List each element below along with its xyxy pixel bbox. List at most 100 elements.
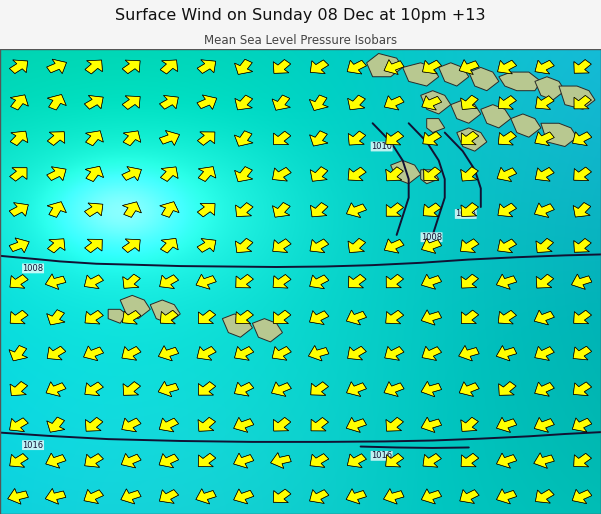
Polygon shape: [541, 123, 577, 146]
Polygon shape: [160, 275, 178, 288]
Polygon shape: [572, 274, 592, 289]
Polygon shape: [8, 488, 28, 504]
Polygon shape: [84, 489, 103, 504]
Polygon shape: [423, 203, 441, 216]
Polygon shape: [159, 96, 178, 109]
Polygon shape: [47, 346, 66, 360]
Polygon shape: [196, 274, 216, 289]
Polygon shape: [122, 167, 141, 181]
Polygon shape: [574, 167, 591, 180]
Polygon shape: [310, 490, 329, 503]
Polygon shape: [574, 238, 591, 252]
Polygon shape: [9, 203, 28, 216]
Polygon shape: [384, 60, 404, 75]
Polygon shape: [459, 382, 479, 396]
Polygon shape: [496, 489, 517, 504]
Polygon shape: [123, 131, 141, 145]
Polygon shape: [534, 417, 554, 432]
Polygon shape: [385, 346, 404, 360]
Polygon shape: [535, 60, 554, 74]
Polygon shape: [121, 453, 141, 468]
Polygon shape: [496, 274, 517, 289]
Polygon shape: [45, 488, 66, 504]
Polygon shape: [386, 167, 403, 181]
Polygon shape: [573, 346, 591, 360]
Polygon shape: [123, 202, 141, 217]
Polygon shape: [273, 274, 291, 288]
Polygon shape: [535, 132, 554, 145]
Polygon shape: [421, 417, 442, 432]
Polygon shape: [273, 417, 291, 431]
Polygon shape: [535, 96, 554, 109]
Polygon shape: [197, 60, 216, 74]
Polygon shape: [346, 203, 367, 217]
Polygon shape: [10, 131, 28, 145]
Polygon shape: [496, 417, 517, 432]
Polygon shape: [386, 132, 404, 145]
Polygon shape: [461, 453, 479, 467]
Polygon shape: [386, 417, 403, 431]
Text: 1016: 1016: [371, 451, 392, 461]
Polygon shape: [572, 489, 592, 504]
Polygon shape: [572, 418, 592, 432]
Polygon shape: [47, 59, 67, 74]
Polygon shape: [272, 203, 290, 217]
Polygon shape: [198, 310, 216, 323]
Polygon shape: [85, 203, 103, 216]
Polygon shape: [481, 105, 511, 128]
Polygon shape: [234, 131, 253, 146]
Polygon shape: [273, 310, 291, 324]
Polygon shape: [236, 274, 254, 288]
Polygon shape: [498, 60, 517, 74]
Polygon shape: [536, 274, 554, 288]
Polygon shape: [198, 310, 216, 323]
Polygon shape: [270, 453, 291, 468]
Polygon shape: [534, 453, 554, 468]
Polygon shape: [573, 382, 591, 396]
Polygon shape: [311, 417, 328, 431]
Polygon shape: [121, 489, 141, 504]
Polygon shape: [47, 59, 67, 74]
Polygon shape: [123, 131, 141, 145]
Polygon shape: [122, 60, 140, 74]
Polygon shape: [461, 203, 478, 216]
Polygon shape: [122, 60, 140, 74]
Polygon shape: [459, 345, 479, 361]
Polygon shape: [559, 86, 595, 109]
Polygon shape: [386, 274, 403, 288]
Polygon shape: [461, 274, 478, 288]
Polygon shape: [273, 417, 291, 431]
Polygon shape: [236, 310, 254, 324]
Polygon shape: [535, 132, 554, 145]
Polygon shape: [421, 274, 442, 289]
Polygon shape: [85, 167, 103, 181]
Polygon shape: [386, 453, 404, 467]
Polygon shape: [535, 60, 554, 74]
Polygon shape: [272, 346, 291, 360]
Polygon shape: [423, 453, 441, 467]
Polygon shape: [160, 167, 178, 181]
Text: 1008: 1008: [22, 264, 44, 273]
Polygon shape: [46, 453, 66, 468]
Polygon shape: [386, 274, 403, 288]
Polygon shape: [572, 418, 592, 432]
Polygon shape: [573, 203, 591, 217]
Polygon shape: [422, 96, 442, 110]
Polygon shape: [310, 310, 329, 324]
Polygon shape: [159, 490, 178, 503]
Polygon shape: [422, 96, 442, 110]
Polygon shape: [386, 310, 404, 324]
Polygon shape: [236, 203, 253, 216]
Polygon shape: [310, 60, 329, 74]
Polygon shape: [535, 489, 554, 503]
Polygon shape: [536, 274, 554, 288]
Polygon shape: [197, 238, 216, 252]
Polygon shape: [499, 381, 516, 395]
Polygon shape: [427, 119, 445, 133]
Polygon shape: [496, 417, 517, 432]
Polygon shape: [347, 382, 367, 396]
Polygon shape: [222, 314, 252, 337]
Polygon shape: [159, 346, 178, 361]
Polygon shape: [496, 274, 517, 289]
Polygon shape: [85, 203, 103, 216]
